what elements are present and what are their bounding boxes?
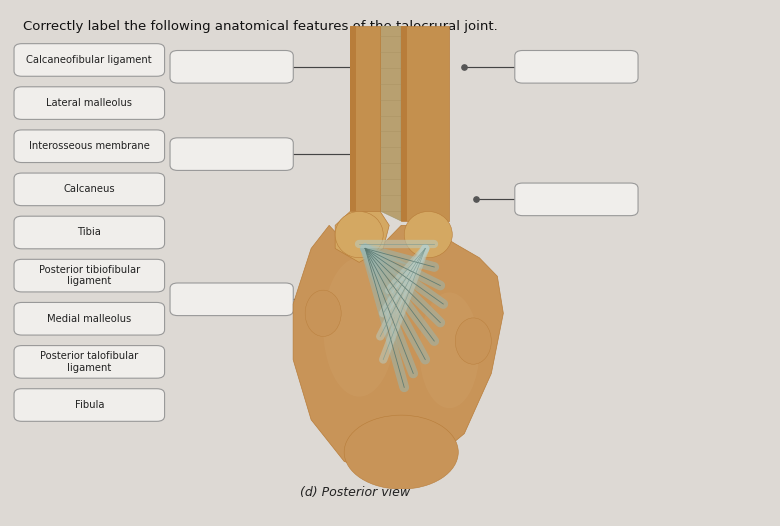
FancyBboxPatch shape: [14, 259, 165, 292]
Polygon shape: [350, 26, 380, 211]
Text: Lateral malleolus: Lateral malleolus: [46, 98, 133, 108]
Polygon shape: [293, 225, 503, 476]
Text: Posterior tibiofibular
ligament: Posterior tibiofibular ligament: [39, 265, 140, 287]
FancyBboxPatch shape: [14, 302, 165, 335]
FancyBboxPatch shape: [14, 346, 165, 378]
Polygon shape: [335, 211, 389, 262]
FancyBboxPatch shape: [170, 50, 293, 83]
FancyBboxPatch shape: [14, 87, 165, 119]
Text: Fibula: Fibula: [75, 400, 104, 410]
Text: Calcaneofibular ligament: Calcaneofibular ligament: [27, 55, 152, 65]
Polygon shape: [380, 26, 401, 221]
FancyBboxPatch shape: [14, 389, 165, 421]
Text: Posterior talofibular
ligament: Posterior talofibular ligament: [41, 351, 138, 373]
FancyBboxPatch shape: [14, 173, 165, 206]
Polygon shape: [401, 26, 407, 221]
Text: Interosseous membrane: Interosseous membrane: [29, 141, 150, 151]
Text: Calcaneus: Calcaneus: [63, 184, 115, 195]
Ellipse shape: [456, 318, 491, 364]
Ellipse shape: [323, 258, 395, 397]
Text: Tibia: Tibia: [77, 227, 101, 238]
FancyBboxPatch shape: [14, 130, 165, 163]
FancyBboxPatch shape: [14, 44, 165, 76]
Ellipse shape: [305, 290, 341, 337]
FancyBboxPatch shape: [14, 216, 165, 249]
Text: Correctly label the following anatomical features of the talocrural joint.: Correctly label the following anatomical…: [23, 20, 498, 33]
FancyBboxPatch shape: [515, 50, 638, 83]
Ellipse shape: [404, 211, 452, 258]
Polygon shape: [401, 26, 449, 221]
FancyBboxPatch shape: [170, 283, 293, 316]
Text: (d) Posterior view: (d) Posterior view: [300, 487, 410, 499]
Ellipse shape: [335, 211, 383, 258]
FancyBboxPatch shape: [170, 138, 293, 170]
FancyBboxPatch shape: [515, 183, 638, 216]
Text: Medial malleolus: Medial malleolus: [47, 313, 132, 324]
Ellipse shape: [420, 292, 479, 408]
Ellipse shape: [344, 415, 459, 489]
Polygon shape: [350, 26, 356, 211]
